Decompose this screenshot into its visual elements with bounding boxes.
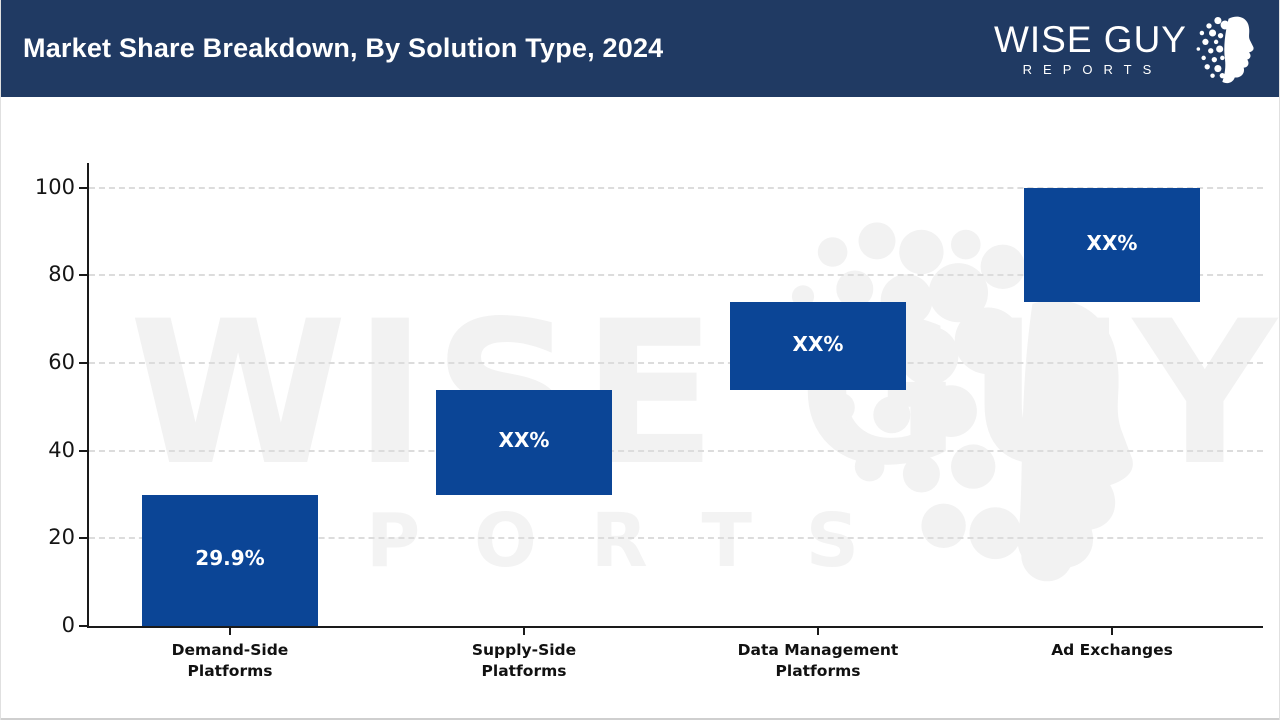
y-tick-mark (79, 361, 87, 364)
page-title: Market Share Breakdown, By Solution Type… (23, 33, 664, 63)
x-tick-mark (817, 628, 819, 635)
header-band: Market Share Breakdown, By Solution Type… (1, 0, 1279, 97)
bar-value-label: XX% (1086, 230, 1138, 255)
gridline (89, 186, 1263, 189)
y-tick-label: 0 (61, 613, 75, 637)
y-tick-mark (79, 537, 87, 540)
y-tick-mark (79, 274, 87, 277)
x-category-label: Supply-Side Platforms (471, 641, 577, 680)
x-tick-mark (1111, 628, 1113, 635)
gridline (89, 361, 1263, 364)
y-tick-mark (79, 186, 87, 189)
y-tick-label: 20 (48, 525, 75, 550)
y-tick-label: 100 (34, 174, 75, 199)
wise-guy-logo: WISE GUY REPORTS (994, 12, 1257, 86)
logo-subtitle: REPORTS (1022, 61, 1163, 77)
bar-segment (436, 390, 612, 495)
x-category-label: Data Management Platforms (737, 641, 899, 680)
bar-segment (1024, 187, 1200, 302)
bottom-divider (1, 718, 1279, 720)
x-axis-line (87, 626, 1263, 628)
x-category-label: Demand-Side Platforms (171, 641, 289, 680)
y-tick-label: 60 (48, 349, 75, 374)
gridline (89, 537, 1263, 540)
x-category-label: Ad Exchanges (1051, 641, 1173, 659)
bar-segment (142, 494, 318, 626)
bar-value-label: XX% (792, 331, 844, 356)
gridline (89, 274, 1263, 277)
x-tick-mark (523, 628, 525, 635)
bar-value-label: XX% (498, 428, 550, 453)
face-profile-icon (1196, 16, 1254, 83)
bar-segment (730, 301, 906, 390)
logo-brand-name: WISE GUY (993, 18, 1187, 60)
y-tick-mark (79, 625, 87, 627)
logo-text: WISE GUY REPORTS (994, 21, 1187, 77)
y-tick-label: 80 (48, 262, 75, 287)
x-tick-mark (229, 628, 231, 635)
y-axis-line (87, 163, 89, 628)
gridline (89, 449, 1263, 452)
y-tick-label: 40 (48, 437, 75, 462)
y-tick-mark (79, 449, 87, 452)
bar-value-label: 29.9% (195, 546, 265, 571)
